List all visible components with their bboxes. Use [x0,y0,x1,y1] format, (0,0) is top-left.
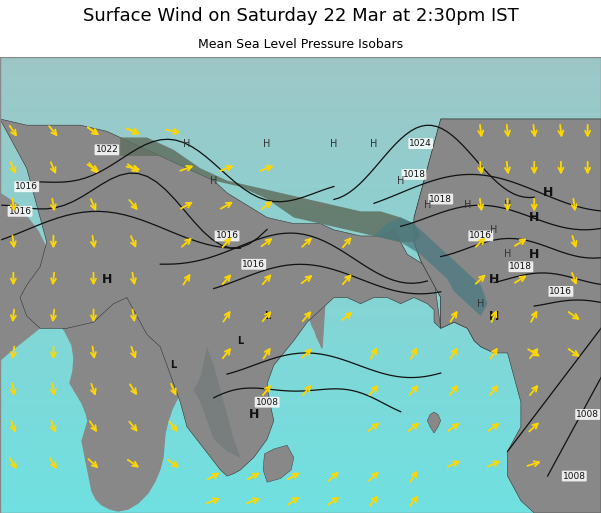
Text: H: H [529,248,540,261]
Text: H: H [464,200,471,210]
Text: H: H [183,139,191,149]
Text: H: H [249,408,259,421]
Text: 1018: 1018 [510,262,532,271]
Text: H: H [477,299,484,309]
Text: L: L [171,360,177,370]
Polygon shape [120,137,421,242]
Text: H: H [397,175,404,186]
Text: 1016: 1016 [15,182,38,191]
Text: H: H [504,249,511,260]
Text: H: H [263,139,271,149]
Text: 1016: 1016 [216,231,239,241]
Text: 1008: 1008 [576,410,599,419]
Polygon shape [374,218,487,316]
Text: 1024: 1024 [409,139,432,148]
Text: 1018: 1018 [429,194,452,204]
Text: 1016: 1016 [549,287,572,296]
Polygon shape [0,119,441,476]
Text: Surface Wind on Saturday 22 Mar at 2:30pm IST: Surface Wind on Saturday 22 Mar at 2:30p… [82,7,519,25]
Text: H: H [210,175,218,186]
Text: H: H [490,225,498,235]
Polygon shape [0,57,328,511]
Text: H: H [102,272,112,286]
Text: 1016: 1016 [469,231,492,241]
Text: L: L [237,336,243,346]
Text: 1022: 1022 [96,145,118,154]
Text: H: H [424,200,431,210]
Text: 1016: 1016 [8,207,31,216]
Text: 1008: 1008 [563,471,586,481]
Text: H: H [489,309,499,323]
Text: L: L [264,311,270,321]
Polygon shape [427,412,441,433]
Text: H: H [489,272,499,286]
Text: H: H [529,211,540,224]
Polygon shape [414,119,601,353]
Text: H: H [504,200,511,210]
Polygon shape [263,445,294,482]
Text: H: H [330,139,338,149]
Polygon shape [194,347,240,458]
Text: H: H [370,139,377,149]
Text: 1016: 1016 [242,260,265,269]
Text: H: H [542,186,553,200]
Polygon shape [414,119,601,513]
Text: 1018: 1018 [403,170,426,179]
Text: 1008: 1008 [255,398,279,407]
Text: Mean Sea Level Pressure Isobars: Mean Sea Level Pressure Isobars [198,38,403,51]
